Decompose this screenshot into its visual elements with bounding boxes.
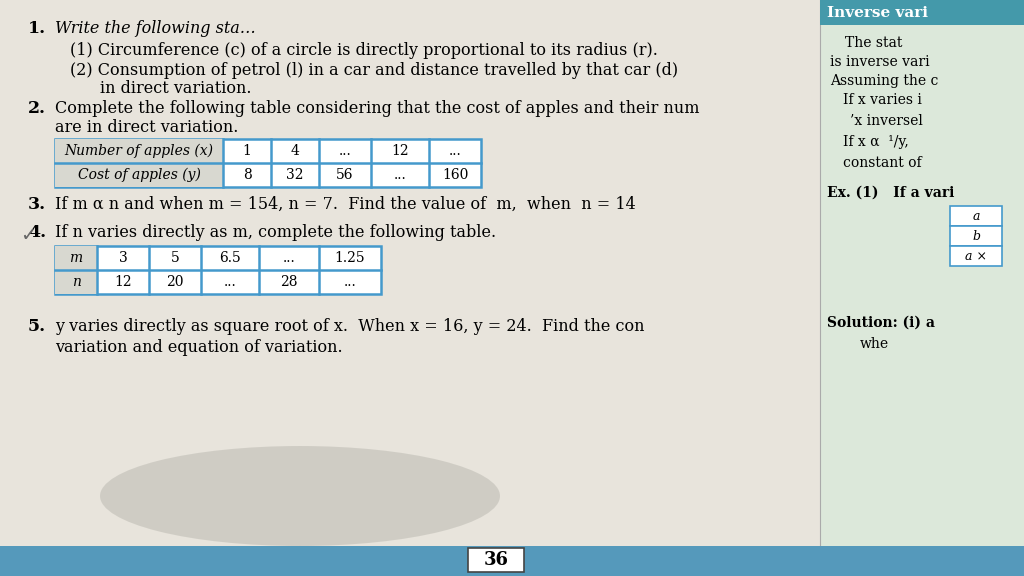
Text: Complete the following table considering that the cost of apples and their num: Complete the following table considering… — [55, 100, 699, 117]
Text: The stat: The stat — [845, 36, 902, 50]
Text: 5.: 5. — [28, 318, 46, 335]
Text: Solution: (i) a: Solution: (i) a — [827, 316, 935, 330]
Text: is inverse vari: is inverse vari — [830, 55, 930, 69]
Text: 56: 56 — [336, 168, 353, 182]
Text: ...: ... — [393, 168, 407, 182]
Text: constant of: constant of — [843, 156, 922, 170]
Text: Ex. (1)   If a vari: Ex. (1) If a vari — [827, 186, 954, 200]
Text: Cost of apples (y): Cost of apples (y) — [78, 168, 201, 182]
Text: b: b — [972, 229, 980, 242]
Ellipse shape — [100, 446, 500, 546]
Bar — [55, 246, 97, 270]
Text: 36: 36 — [483, 551, 509, 569]
Text: 1.: 1. — [28, 20, 46, 37]
Text: 5: 5 — [171, 251, 179, 265]
Bar — [820, 0, 1024, 25]
Text: a ×: a × — [965, 249, 987, 263]
Text: variation and equation of variation.: variation and equation of variation. — [55, 339, 343, 356]
Text: 2.: 2. — [28, 100, 46, 117]
Text: If x varies i: If x varies i — [843, 93, 922, 107]
Text: y varies directly as square root of x.  When x = 16, y = 24.  Find the con: y varies directly as square root of x. W… — [55, 318, 644, 335]
Text: 20: 20 — [166, 275, 183, 289]
Bar — [55, 139, 481, 187]
Text: If x α  ¹/y,: If x α ¹/y, — [843, 135, 908, 149]
Text: ...: ... — [339, 144, 351, 158]
Bar — [820, 0, 1024, 548]
Text: ...: ... — [283, 251, 295, 265]
Text: whe: whe — [860, 337, 889, 351]
Text: a: a — [972, 210, 980, 222]
Bar — [950, 206, 1002, 226]
Text: 8: 8 — [243, 168, 251, 182]
Text: (1) Circumference (c) of a circle is directly proportional to its radius (r).: (1) Circumference (c) of a circle is dir… — [70, 42, 657, 59]
Text: 6.5: 6.5 — [219, 251, 241, 265]
Text: ’x inversel: ’x inversel — [850, 114, 923, 128]
Text: 3.: 3. — [28, 196, 46, 213]
Bar — [55, 270, 97, 294]
Text: 160: 160 — [441, 168, 468, 182]
Text: in direct variation.: in direct variation. — [100, 80, 252, 97]
Text: ...: ... — [449, 144, 462, 158]
Text: If n varies directly as m, complete the following table.: If n varies directly as m, complete the … — [55, 224, 496, 241]
Text: m: m — [70, 251, 83, 265]
Text: Write the following sta…: Write the following sta… — [55, 20, 256, 37]
Text: are in direct variation.: are in direct variation. — [55, 119, 239, 136]
Bar — [55, 139, 223, 163]
Text: 3: 3 — [119, 251, 127, 265]
Bar — [55, 246, 381, 294]
Text: 32: 32 — [287, 168, 304, 182]
Text: 12: 12 — [115, 275, 132, 289]
Text: 4: 4 — [291, 144, 299, 158]
Text: Inverse vari: Inverse vari — [827, 6, 928, 20]
Bar — [55, 163, 223, 187]
Text: 4.: 4. — [28, 224, 46, 241]
Bar — [468, 548, 524, 572]
Text: If m α n and when m = 154, n = 7.  Find the value of  m,  when  n = 14: If m α n and when m = 154, n = 7. Find t… — [55, 196, 636, 213]
Text: (2) Consumption of petrol (l) in a car and distance travelled by that car (d): (2) Consumption of petrol (l) in a car a… — [70, 62, 678, 79]
Text: 12: 12 — [391, 144, 409, 158]
Bar — [950, 226, 1002, 246]
Bar — [950, 246, 1002, 266]
Bar — [0, 0, 820, 548]
Text: Assuming the c: Assuming the c — [830, 74, 938, 88]
Text: 28: 28 — [281, 275, 298, 289]
Text: ✓: ✓ — [20, 226, 37, 245]
Bar — [0, 546, 1024, 576]
Text: n: n — [72, 275, 81, 289]
Text: Number of apples (x): Number of apples (x) — [65, 144, 213, 158]
Text: 1: 1 — [243, 144, 252, 158]
Text: ...: ... — [344, 275, 356, 289]
Text: 1.25: 1.25 — [335, 251, 366, 265]
Text: ...: ... — [223, 275, 237, 289]
